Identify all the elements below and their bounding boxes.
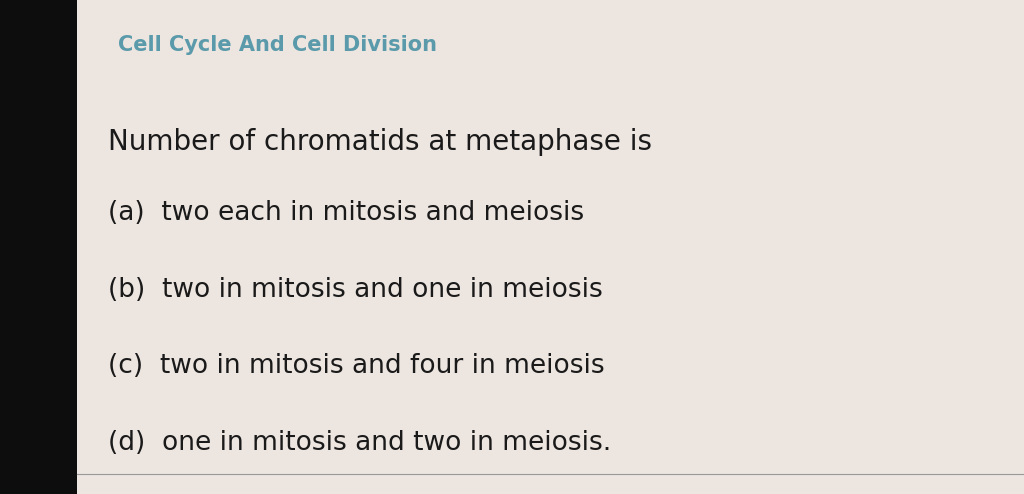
Text: (a)  two each in mitosis and meiosis: (a) two each in mitosis and meiosis: [108, 200, 584, 226]
Text: (b)  two in mitosis and one in meiosis: (b) two in mitosis and one in meiosis: [108, 277, 602, 303]
Text: (c)  two in mitosis and four in meiosis: (c) two in mitosis and four in meiosis: [108, 353, 604, 379]
Bar: [0, 0, 77, 494]
Text: Cell Cycle And Cell Division: Cell Cycle And Cell Division: [118, 35, 437, 54]
Text: Number of chromatids at metaphase is: Number of chromatids at metaphase is: [108, 128, 651, 157]
Text: (d)  one in mitosis and two in meiosis.: (d) one in mitosis and two in meiosis.: [108, 430, 610, 456]
